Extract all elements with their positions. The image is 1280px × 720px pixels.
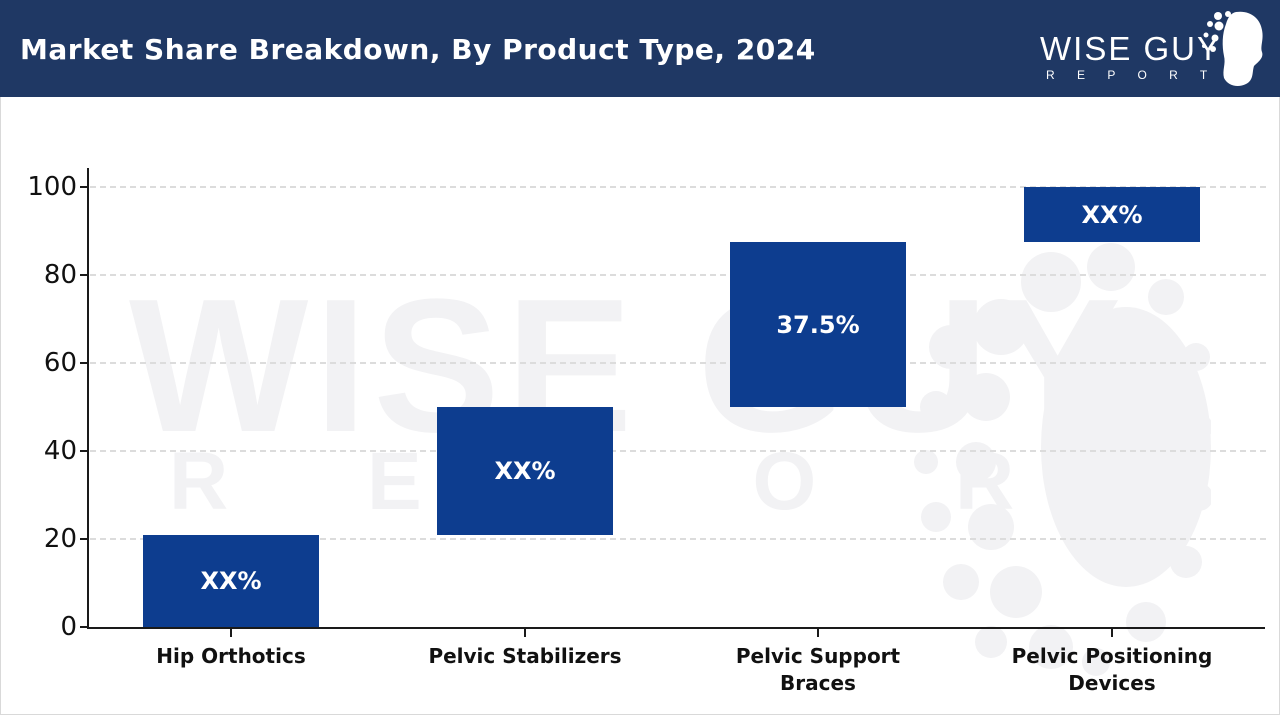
y-tick-mark — [80, 450, 89, 452]
wise-guy-reports-logo: WISE GUY R E P O R T S — [1012, 8, 1263, 90]
x-tick-mark — [230, 629, 232, 637]
y-tick-mark — [80, 274, 89, 276]
y-tick-mark — [80, 626, 89, 628]
y-gridline — [90, 274, 1266, 276]
y-tick-label: 100 — [27, 172, 77, 202]
bar: XX% — [437, 407, 613, 535]
bar: XX% — [1024, 187, 1200, 242]
logo-head-icon — [1202, 11, 1263, 87]
header-banner: Market Share Breakdown, By Product Type,… — [0, 0, 1280, 97]
y-tick-label: 0 — [60, 612, 77, 642]
x-tick-mark — [1111, 629, 1113, 637]
x-axis-line — [87, 627, 1265, 629]
x-category-label-line: Devices — [1068, 671, 1156, 695]
x-category-label: Pelvic Stabilizers — [405, 643, 645, 670]
chart-title: Market Share Breakdown, By Product Type,… — [20, 33, 816, 66]
y-axis-line — [87, 168, 89, 629]
x-category-label: Pelvic Positioning Devices — [992, 643, 1232, 697]
bar-value-label: XX% — [200, 566, 262, 595]
y-tick-mark — [80, 186, 89, 188]
logo-wordmark: WISE GUY — [1040, 30, 1222, 67]
bar: XX% — [143, 534, 319, 627]
y-gridline — [90, 538, 1266, 540]
y-tick-mark — [80, 538, 89, 540]
y-gridline — [90, 450, 1266, 452]
x-category-label-line: Hip Orthotics — [156, 644, 306, 668]
bar-value-label: XX% — [1081, 200, 1143, 229]
y-tick-label: 40 — [43, 436, 77, 466]
x-category-label-line: Pelvic Stabilizers — [428, 644, 622, 668]
y-tick-label: 80 — [43, 260, 77, 290]
x-tick-mark — [817, 629, 819, 637]
bar: 37.5% — [730, 242, 906, 407]
x-tick-mark — [524, 629, 526, 637]
x-category-label-line: Pelvic Positioning — [1011, 644, 1213, 668]
y-tick-label: 60 — [43, 348, 77, 378]
watermark-head-icon — [914, 243, 1211, 676]
chart-area: WISE GUY R E P O R T S 020406080100XX%Hi… — [0, 97, 1280, 715]
x-category-label-line: Braces — [780, 671, 856, 695]
x-category-label: Pelvic Support Braces — [698, 643, 938, 697]
x-category-label-line: Pelvic Support — [735, 644, 901, 668]
bar-value-label: XX% — [494, 456, 556, 485]
y-tick-mark — [80, 362, 89, 364]
y-gridline — [90, 186, 1266, 188]
x-category-label: Hip Orthotics — [111, 643, 351, 670]
logo-subtext: R E P O R T S — [1046, 68, 1247, 82]
bar-value-label: 37.5% — [776, 310, 860, 339]
y-gridline — [90, 362, 1266, 364]
y-tick-label: 20 — [43, 524, 77, 554]
